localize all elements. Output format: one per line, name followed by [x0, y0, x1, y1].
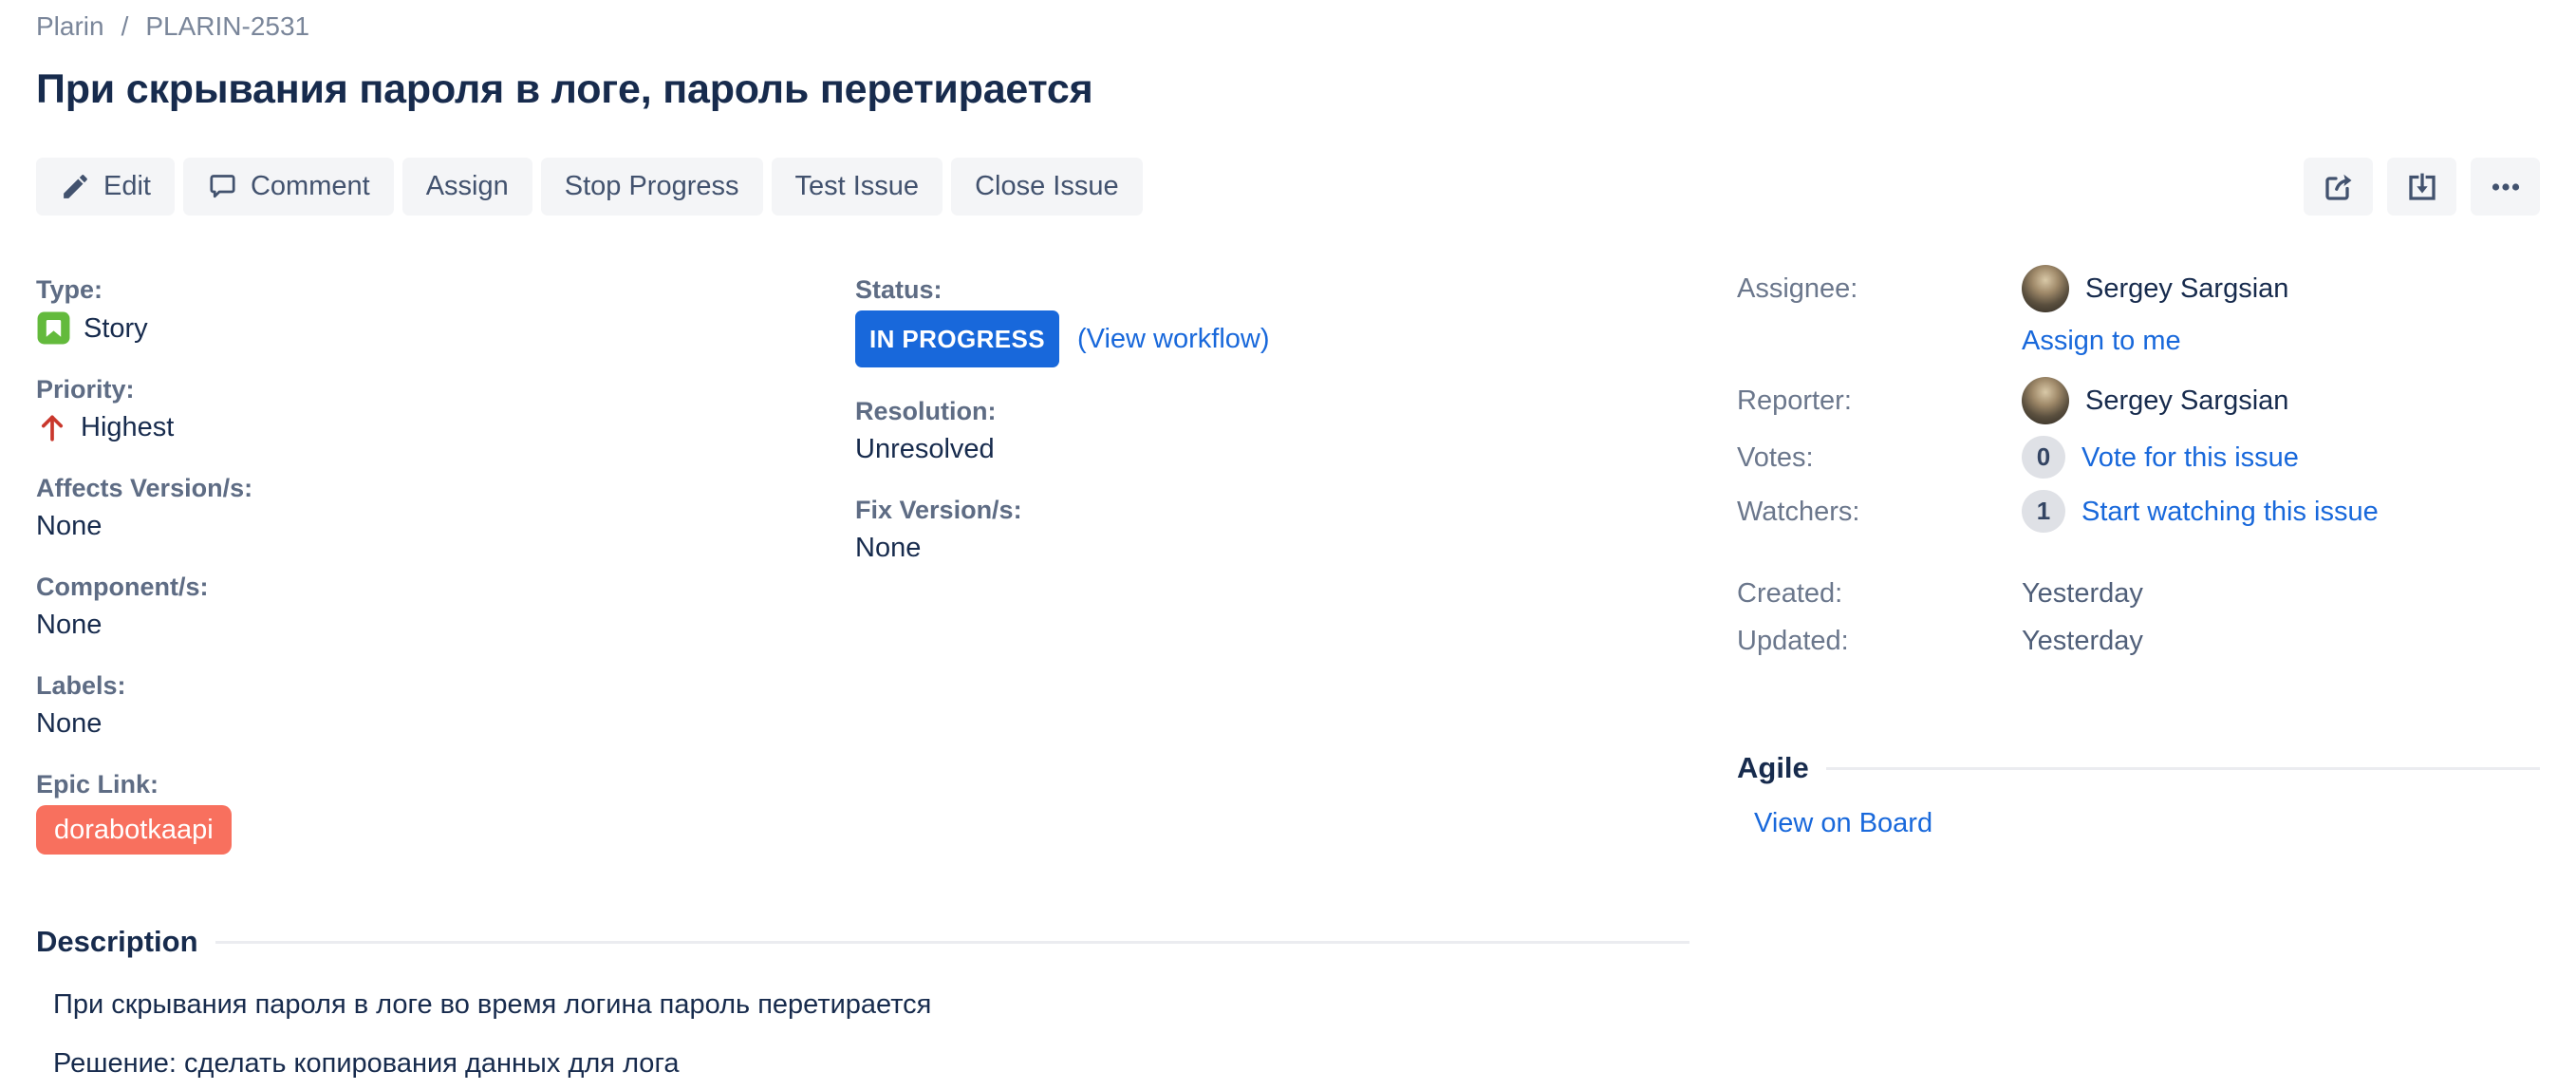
- agile-section: Agile View on Board: [1737, 749, 2540, 840]
- labels-value: None: [36, 708, 103, 739]
- resolution-value: Unresolved: [855, 434, 995, 464]
- agile-divider: [1825, 766, 2540, 770]
- toolbar-right-group: [2304, 158, 2540, 216]
- reporter-avatar: [2022, 377, 2069, 424]
- updated-row: Updated: Yesterday: [1737, 624, 2540, 658]
- comment-button-label: Comment: [250, 171, 370, 201]
- components-label: Component/s:: [36, 573, 209, 601]
- labels-label: Labels:: [36, 671, 126, 700]
- description-divider: [215, 940, 1689, 944]
- toolbar: Edit Comment Assign Stop Progress Test I…: [36, 158, 2540, 216]
- resolution-label: Resolution:: [855, 397, 997, 425]
- assignee-row: Assignee: Sergey Sargsian: [1737, 265, 2540, 312]
- stop-progress-button[interactable]: Stop Progress: [540, 158, 763, 216]
- stop-progress-button-label: Stop Progress: [564, 171, 739, 201]
- export-icon: [2405, 170, 2439, 204]
- votes-label: Votes:: [1737, 442, 1814, 473]
- pencil-icon: [60, 171, 91, 202]
- affects-versions-label: Affects Version/s:: [36, 474, 253, 502]
- story-bookmark-icon: [36, 310, 71, 346]
- field-epic-link: Epic Link: dorabotkaapi: [36, 769, 855, 855]
- test-issue-button[interactable]: Test Issue: [771, 158, 943, 216]
- type-value: Story: [84, 312, 148, 344]
- assign-button[interactable]: Assign: [401, 158, 532, 216]
- breadcrumb: Plarin / PLARIN-2531: [36, 9, 2540, 44]
- field-resolution: Resolution: Unresolved: [855, 396, 1689, 466]
- start-watching-link[interactable]: Start watching this issue: [2081, 496, 2379, 527]
- issue-title: При скрывания пароля в логе, пароль пере…: [36, 66, 1093, 112]
- details-column-right: Status: IN PROGRESS (View workflow) Reso…: [855, 274, 1689, 883]
- close-issue-button-label: Close Issue: [975, 171, 1119, 201]
- issue-content: Type: Story Priority:: [36, 265, 2540, 1081]
- affects-versions-value: None: [36, 511, 103, 541]
- arrow-up-icon: [36, 411, 68, 443]
- assignee-label: Assignee:: [1737, 273, 1858, 304]
- dates-module: Created: Yesterday Updated: Yesterday: [1737, 576, 2540, 658]
- description-heading: Description: [36, 925, 198, 958]
- field-status: Status: IN PROGRESS (View workflow): [855, 274, 1689, 367]
- breadcrumb-project-link[interactable]: Plarin: [36, 11, 104, 41]
- field-fix-versions: Fix Version/s: None: [855, 495, 1689, 565]
- field-labels: Labels: None: [36, 670, 855, 741]
- status-badge: IN PROGRESS: [855, 310, 1059, 367]
- priority-value: Highest: [81, 412, 175, 442]
- field-components: Component/s: None: [36, 572, 855, 642]
- ellipsis-icon: [2489, 170, 2523, 204]
- watchers-count-badge: 1: [2022, 490, 2065, 533]
- edit-button-label: Edit: [103, 171, 151, 201]
- vote-for-issue-link[interactable]: Vote for this issue: [2081, 442, 2299, 473]
- reporter-row: Reporter: Sergey Sargsian: [1737, 377, 2540, 424]
- assignee-name: Sergey Sargsian: [2085, 272, 2289, 304]
- reporter-label: Reporter:: [1737, 385, 1852, 416]
- details-column-left: Type: Story Priority:: [36, 274, 855, 883]
- people-module: Assignee: Sergey Sargsian Assign to me R…: [1737, 265, 2540, 1081]
- updated-label: Updated:: [1737, 626, 1849, 656]
- close-issue-button[interactable]: Close Issue: [951, 158, 1143, 216]
- export-button[interactable]: [2387, 158, 2456, 216]
- field-type: Type: Story: [36, 274, 855, 346]
- created-label: Created:: [1737, 578, 1843, 609]
- watchers-row: Watchers: 1 Start watching this issue: [1737, 490, 2540, 533]
- created-value: Yesterday: [2022, 577, 2143, 609]
- more-actions-button[interactable]: [2471, 158, 2540, 216]
- priority-label: Priority:: [36, 375, 135, 404]
- field-affects-versions: Affects Version/s: None: [36, 473, 855, 543]
- description-paragraph: Решение: сделать копирования данных для …: [53, 1048, 680, 1079]
- fix-versions-label: Fix Version/s:: [855, 496, 1022, 524]
- edit-button[interactable]: Edit: [36, 158, 175, 216]
- speech-bubble-icon: [207, 171, 238, 202]
- assign-button-label: Assign: [425, 171, 509, 201]
- reporter-name: Sergey Sargsian: [2085, 385, 2289, 416]
- epic-link-badge[interactable]: dorabotkaapi: [36, 805, 232, 855]
- breadcrumb-issue-key-link[interactable]: PLARIN-2531: [145, 11, 310, 41]
- assignee-avatar: [2022, 265, 2069, 312]
- watchers-label: Watchers:: [1737, 496, 1860, 527]
- test-issue-button-label: Test Issue: [794, 171, 920, 201]
- share-button[interactable]: [2304, 158, 2373, 216]
- updated-value: Yesterday: [2022, 625, 2143, 656]
- epic-link-label: Epic Link:: [36, 770, 159, 799]
- status-label: Status:: [855, 275, 943, 304]
- created-row: Created: Yesterday: [1737, 576, 2540, 611]
- votes-count-badge: 0: [2022, 436, 2065, 479]
- fix-versions-value: None: [855, 533, 922, 563]
- field-priority: Priority: Highest: [36, 374, 855, 444]
- view-workflow-link[interactable]: (View workflow): [1077, 324, 1270, 354]
- components-value: None: [36, 610, 103, 640]
- details-module: Type: Story Priority:: [36, 274, 1689, 1081]
- votes-row: Votes: 0 Vote for this issue: [1737, 436, 2540, 479]
- share-icon: [2322, 170, 2356, 204]
- view-on-board-link[interactable]: View on Board: [1754, 808, 1933, 838]
- type-label: Type:: [36, 275, 103, 304]
- agile-heading: Agile: [1737, 751, 1809, 784]
- breadcrumb-separator: /: [121, 11, 129, 41]
- description-section: Description При скрывания пароля в логе …: [36, 923, 1689, 1081]
- description-paragraph: При скрывания пароля в логе во время лог…: [53, 989, 932, 1020]
- assign-to-me-link[interactable]: Assign to me: [2022, 326, 2181, 356]
- comment-button[interactable]: Comment: [182, 158, 394, 216]
- assign-to-me-row: Assign to me: [2022, 324, 2540, 358]
